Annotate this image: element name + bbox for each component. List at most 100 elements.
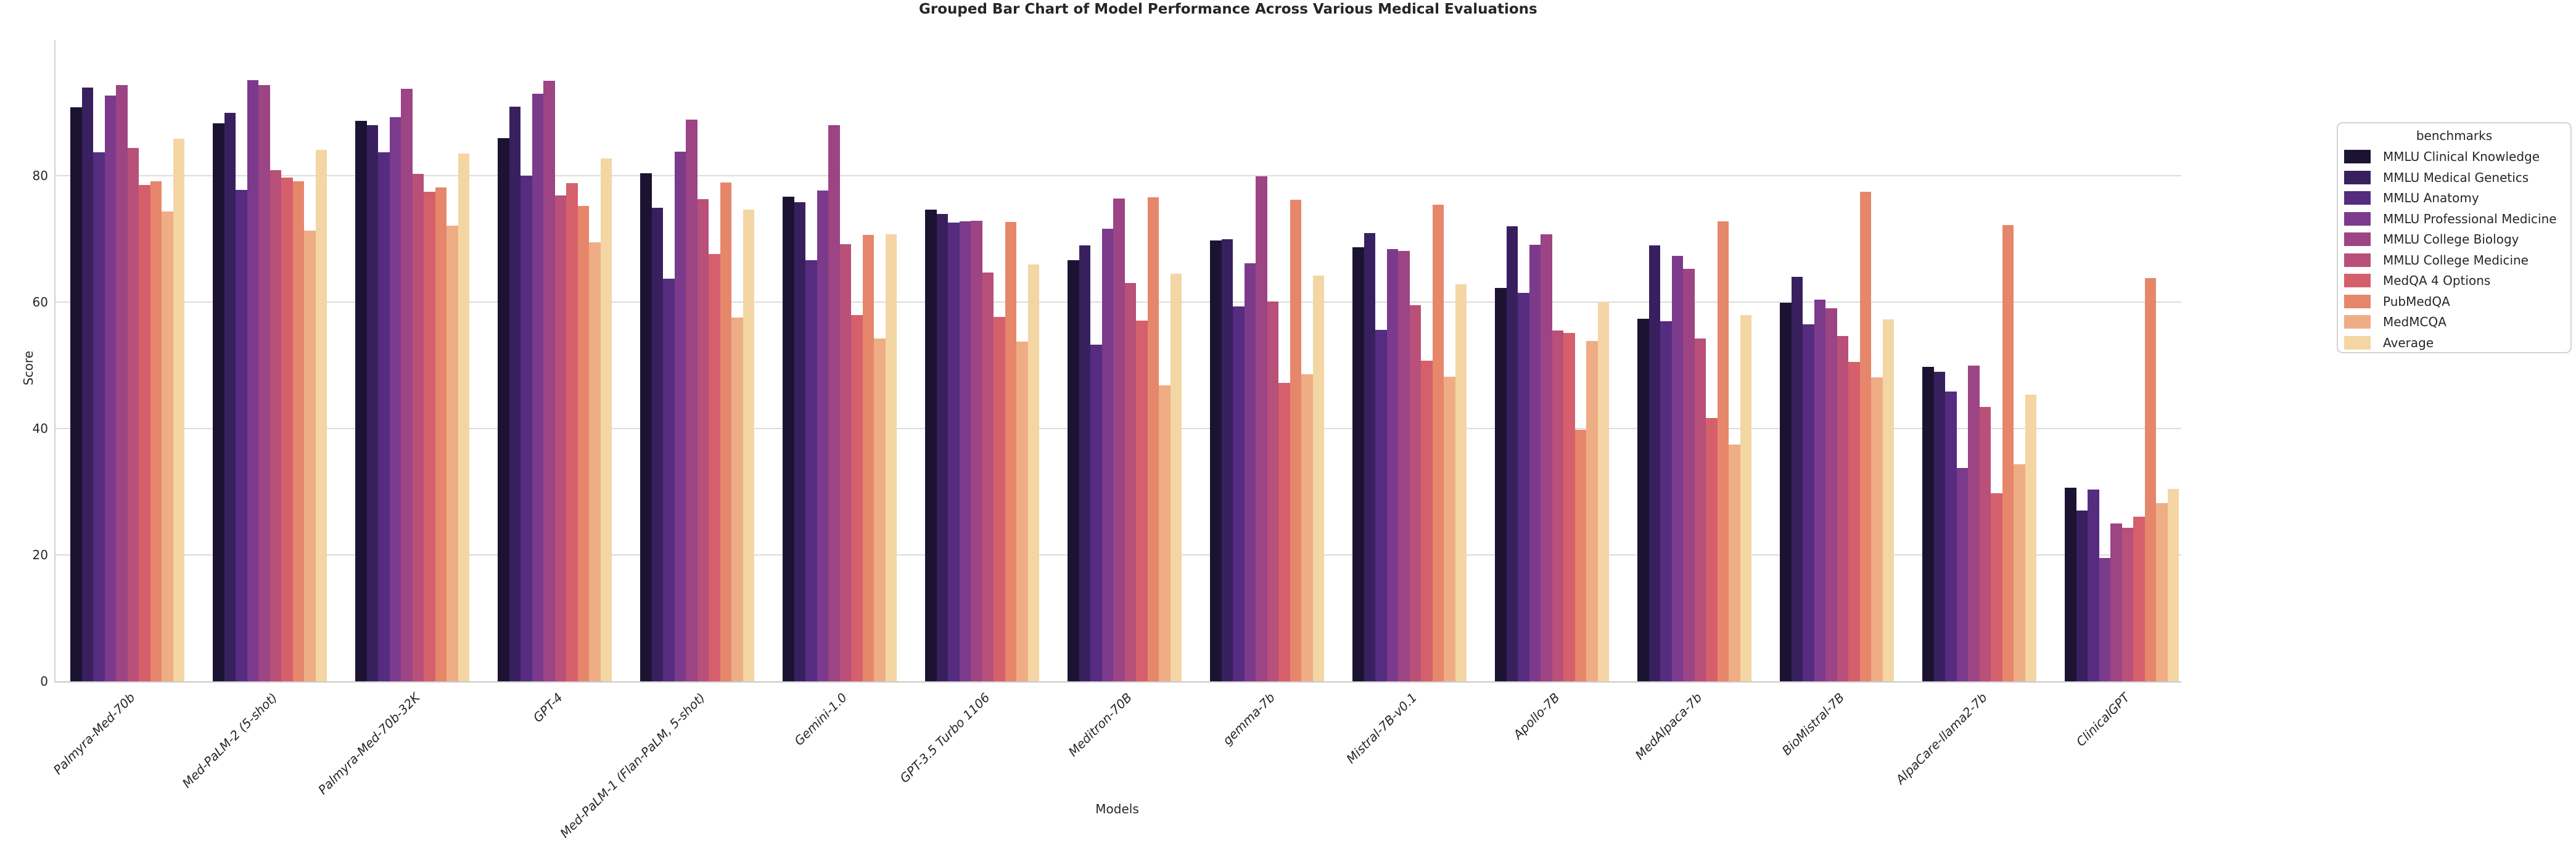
bar: [532, 94, 543, 681]
legend-swatch-icon: [2344, 232, 2371, 246]
bar: [389, 117, 401, 681]
bar: [1825, 308, 1837, 681]
bar: [1398, 251, 1410, 681]
bar: [1945, 391, 1957, 681]
bar: [971, 221, 982, 681]
bar: [1933, 371, 1945, 681]
bar: [173, 138, 184, 681]
legend-label: MedMCQA: [2383, 314, 2446, 329]
bar: [1113, 199, 1125, 681]
bar: [1859, 191, 1871, 681]
bar: [743, 209, 754, 681]
y-tick-label-20: 20: [32, 548, 48, 563]
bar: [1660, 321, 1672, 681]
bar: [697, 199, 709, 681]
bar: [1290, 200, 1301, 681]
bar: [577, 206, 589, 681]
x-tick-label: ClinicalGPT: [2073, 690, 2133, 750]
bar: [959, 221, 971, 681]
bar: [1574, 430, 1586, 681]
bar: [1991, 493, 2002, 681]
y-tick-label-80: 80: [32, 168, 48, 184]
legend-swatch-icon: [2344, 315, 2371, 329]
bar: [1233, 306, 1245, 681]
bar: [1409, 305, 1421, 681]
bar: [1956, 467, 1968, 681]
bar: [498, 137, 509, 681]
bar: [817, 190, 828, 681]
bar: [509, 106, 521, 681]
bar: [270, 170, 281, 681]
bar: [600, 158, 612, 681]
bar: [2121, 528, 2133, 681]
x-tick-label: Mistral-7B-v0.1: [1343, 690, 1420, 766]
x-axis-label: Models: [1095, 802, 1139, 816]
bar: [1312, 276, 1324, 681]
bar: [1803, 324, 1814, 681]
bar: [213, 123, 224, 681]
bar: [874, 338, 886, 681]
bar: [640, 173, 652, 681]
bar: [1147, 197, 1159, 681]
bar: [686, 120, 697, 681]
bar: [401, 88, 413, 681]
bar: [994, 316, 1005, 681]
bar: [554, 195, 566, 681]
bar: [2099, 558, 2110, 681]
bar: [543, 80, 555, 681]
x-tick-label: BioMistral-7B: [1779, 690, 1848, 758]
bar: [1506, 226, 1518, 681]
legend-label: MMLU College Biology: [2383, 232, 2519, 247]
y-axis-label: Score: [21, 350, 36, 386]
bar: [1882, 319, 1894, 681]
x-tick-label: AlpaCare-llama2-7b: [1893, 690, 1990, 787]
bar: [1780, 303, 1792, 681]
legend-swatch-icon: [2344, 191, 2371, 205]
legend-label: MedQA 4 Options: [2383, 273, 2491, 288]
bar: [2025, 394, 2036, 681]
bar: [247, 80, 258, 681]
bar: [805, 260, 817, 681]
bar: [2156, 503, 2168, 681]
bar: [1979, 407, 1991, 681]
bar: [731, 317, 743, 681]
bar: [1136, 320, 1148, 681]
bar: [2144, 278, 2156, 681]
bar: [1101, 229, 1113, 681]
bar: [150, 181, 162, 681]
bar: [948, 223, 960, 681]
bar: [1124, 283, 1136, 681]
bar: [674, 152, 686, 681]
bar: [446, 226, 458, 681]
x-tick-label: Apollo-7B: [1510, 690, 1563, 742]
bar: [1375, 330, 1387, 681]
bar: [366, 125, 378, 681]
bar: [1256, 176, 1267, 681]
bar: [2065, 488, 2076, 681]
bar: [1278, 383, 1290, 681]
bar: [1386, 249, 1398, 681]
chart-title: Grouped Bar Chart of Model Performance A…: [919, 1, 1537, 17]
x-tick-label: Meditron-70B: [1065, 690, 1135, 760]
bar: [851, 314, 863, 681]
bar: [663, 279, 675, 681]
bar: [81, 87, 93, 681]
bar: [1871, 377, 1883, 681]
bar: [1495, 287, 1507, 681]
bar: [1694, 338, 1706, 681]
bar: [566, 183, 578, 681]
legend-label: Average: [2383, 335, 2434, 350]
bar: [412, 174, 424, 681]
bar: [2002, 225, 2014, 681]
y-tick-label-0: 0: [40, 674, 48, 689]
bar: [1563, 333, 1575, 681]
bar: [1005, 222, 1016, 681]
legend-label: MMLU Medical Genetics: [2383, 170, 2529, 185]
bar: [304, 231, 316, 681]
bar: [93, 152, 105, 681]
legend-swatch-icon: [2344, 294, 2371, 308]
bar: [1717, 221, 1729, 681]
legend-swatch-icon: [2344, 335, 2371, 350]
y-tick-label-40: 40: [32, 421, 48, 437]
